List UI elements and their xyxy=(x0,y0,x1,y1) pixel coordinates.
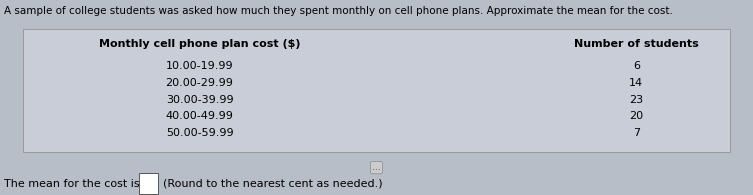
Text: 14: 14 xyxy=(630,78,643,88)
Text: A sample of college students was asked how much they spent monthly on cell phone: A sample of college students was asked h… xyxy=(4,6,672,16)
Text: 10.00-19.99: 10.00-19.99 xyxy=(166,61,233,71)
FancyBboxPatch shape xyxy=(139,173,158,194)
FancyBboxPatch shape xyxy=(23,29,730,152)
Text: 20: 20 xyxy=(630,111,643,121)
Text: Monthly cell phone plan cost ($): Monthly cell phone plan cost ($) xyxy=(99,39,300,49)
Text: 7: 7 xyxy=(633,128,640,138)
Text: 6: 6 xyxy=(633,61,640,71)
Text: 50.00-59.99: 50.00-59.99 xyxy=(166,128,233,138)
Text: 23: 23 xyxy=(630,95,643,105)
Text: Number of students: Number of students xyxy=(574,39,699,49)
Text: 20.00-29.99: 20.00-29.99 xyxy=(166,78,233,88)
Text: 40.00-49.99: 40.00-49.99 xyxy=(166,111,233,121)
Text: 30.00-39.99: 30.00-39.99 xyxy=(166,95,233,105)
Text: ...: ... xyxy=(372,163,381,172)
Text: (Round to the nearest cent as needed.): (Round to the nearest cent as needed.) xyxy=(163,178,383,188)
Text: The mean for the cost is $: The mean for the cost is $ xyxy=(4,178,150,188)
